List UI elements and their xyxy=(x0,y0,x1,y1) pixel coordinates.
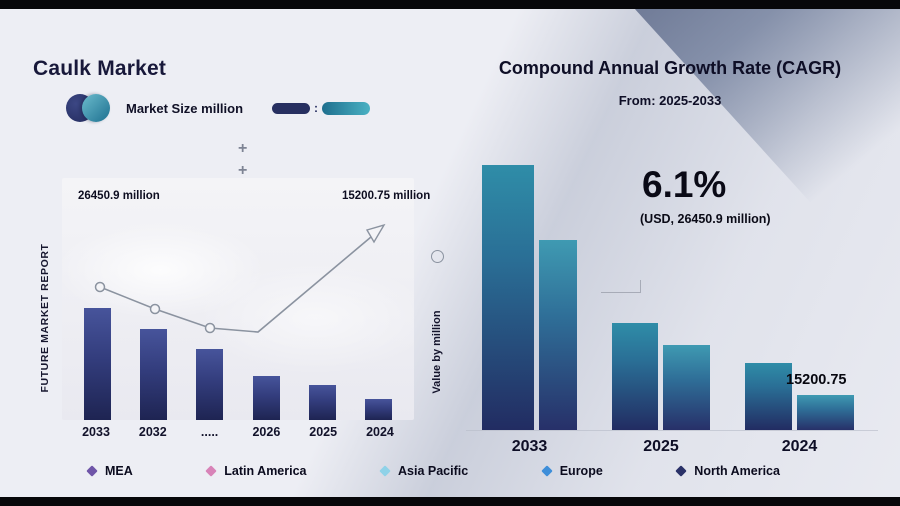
decoration-pill-navy xyxy=(272,102,310,114)
cagr-bar-pair xyxy=(612,165,710,430)
pill-separator: : xyxy=(314,101,318,115)
region-legend: MEA Latin America Asia Pacific Europe North … xyxy=(86,464,780,478)
x-tick-label: 2024 xyxy=(366,425,394,439)
market-bar-2025 xyxy=(308,385,336,420)
cagr-value: 6.1% xyxy=(642,164,727,205)
x-tick-label: 2026 xyxy=(252,425,281,439)
legend-diamond-icon xyxy=(86,465,98,477)
market-bar-..... xyxy=(196,349,224,420)
x-tick-label: 2025 xyxy=(309,425,338,439)
legend-label: North America xyxy=(694,464,780,478)
cagr-subtitle: From: 2025-2033 xyxy=(618,93,722,108)
plus-mark: + xyxy=(238,140,248,157)
legend-label: Asia Pacific xyxy=(398,464,469,478)
right-chart-y-label: Value by million xyxy=(431,310,443,394)
chart-start-value: 26450.9 million xyxy=(78,190,160,202)
chart-end-value: 15200.75 million xyxy=(342,190,431,202)
sphere-teal-half xyxy=(82,94,110,122)
legend-diamond-icon xyxy=(379,465,391,477)
left-chart-x-axis: 2033 2032..... 2026 2025 2024 xyxy=(62,425,414,439)
legend-label: MEA xyxy=(105,464,133,478)
cagr-group-2024: 2024 xyxy=(745,165,854,456)
x-tick-label: 2033 xyxy=(82,425,110,439)
x-tick-label: ..... xyxy=(200,425,219,439)
cagr-chart-bars: 2033 2025 2024 xyxy=(482,165,854,456)
legend-item-europe: Europe xyxy=(541,464,603,478)
cagr-group-2033: 2033 xyxy=(482,165,577,456)
legend-diamond-icon xyxy=(541,465,553,477)
decorative-ring xyxy=(431,250,444,263)
market-bar-2033 xyxy=(84,308,111,420)
legend-item-north-america: North America xyxy=(675,464,780,478)
legend-label: Latin America xyxy=(224,464,307,478)
page-title: Caulk Market xyxy=(33,57,167,80)
cagr-bar-2025-secondary xyxy=(663,345,710,430)
legend-diamond-icon xyxy=(205,465,217,477)
cagr-basis-note: (USD, 26450.9 million) xyxy=(640,212,771,226)
market-bar-2024 xyxy=(364,399,392,420)
legend-item-mea: MEA xyxy=(86,464,133,478)
market-bar-2026 xyxy=(252,376,280,420)
value-callout: 15200.75 xyxy=(786,372,847,388)
cagr-bar-2033-secondary xyxy=(539,240,577,430)
legend-item-asia-pacific: Asia Pacific xyxy=(379,464,469,478)
legend-label: Europe xyxy=(559,464,603,478)
plus-mark: + xyxy=(238,162,248,179)
x-tick-label: 2024 xyxy=(781,438,818,455)
cagr-bar-2024-primary xyxy=(745,363,792,430)
x-tick-label: 2032 xyxy=(138,425,167,439)
market-size-chart: 26450.9 million 15200.75 million xyxy=(62,178,430,420)
cagr-title: Compound Annual Growth Rate (CAGR) xyxy=(498,58,842,78)
cagr-group-2025: 2025 xyxy=(612,165,710,456)
x-tick-label: 2033 xyxy=(511,438,548,455)
cagr-bar-2024-secondary xyxy=(797,395,854,430)
legend-item-latin-america: Latin America xyxy=(205,464,307,478)
market-size-legend: Market Size million : xyxy=(66,92,370,124)
cagr-bar-pair xyxy=(745,165,854,430)
top-border-bar xyxy=(0,0,900,9)
sphere-icon xyxy=(66,92,112,124)
decoration-pill-teal xyxy=(322,101,370,115)
legend-diamond-icon xyxy=(675,465,687,477)
x-tick-label: 2025 xyxy=(643,438,679,455)
left-chart-bars xyxy=(62,178,414,420)
bottom-border-bar xyxy=(0,497,900,506)
cagr-bar-2025-primary xyxy=(612,323,658,430)
market-bar-2032 xyxy=(140,329,168,420)
market-size-label: Market Size million xyxy=(126,100,244,116)
cagr-bar-pair xyxy=(482,165,577,430)
decorative-step-line xyxy=(601,280,641,293)
left-chart-side-label: FUTURE MARKET REPORT xyxy=(39,243,51,393)
right-chart-baseline xyxy=(466,430,878,431)
cagr-bar-2033-primary xyxy=(482,165,534,430)
